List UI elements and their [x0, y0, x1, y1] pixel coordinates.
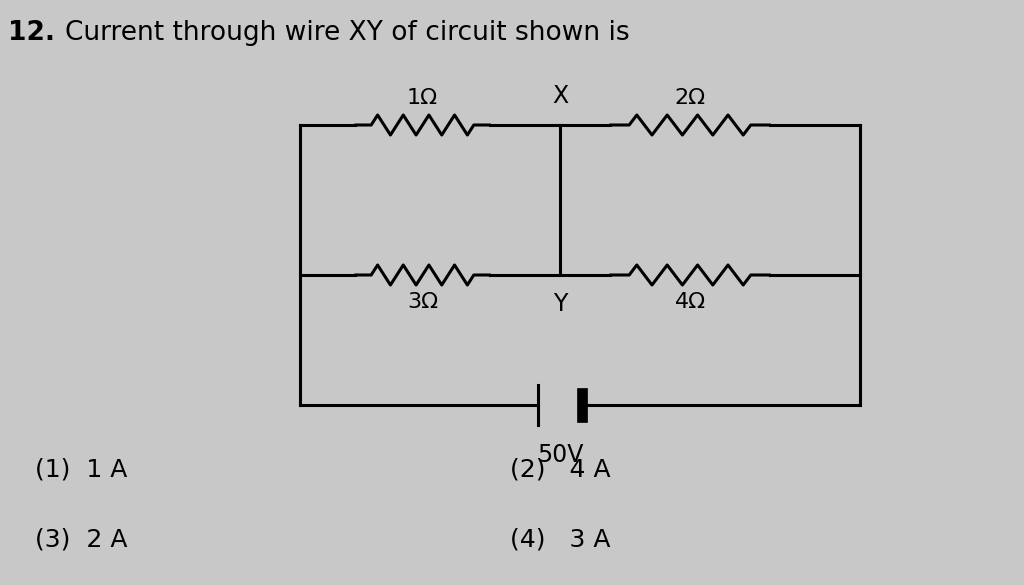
Text: (3)  2 A: (3) 2 A	[35, 528, 128, 552]
Text: 1Ω: 1Ω	[407, 88, 438, 108]
Text: 4Ω: 4Ω	[675, 292, 706, 312]
Text: 3Ω: 3Ω	[407, 292, 438, 312]
Text: Y: Y	[553, 292, 567, 316]
Text: 50V: 50V	[537, 443, 584, 467]
Text: (4)   3 A: (4) 3 A	[510, 528, 610, 552]
Text: (1)  1 A: (1) 1 A	[35, 458, 127, 482]
Text: 12.: 12.	[8, 20, 55, 46]
Text: 2Ω: 2Ω	[675, 88, 706, 108]
Text: (2)   4 A: (2) 4 A	[510, 458, 610, 482]
Text: Current through wire XY of circuit shown is: Current through wire XY of circuit shown…	[65, 20, 630, 46]
Text: X: X	[552, 84, 568, 108]
